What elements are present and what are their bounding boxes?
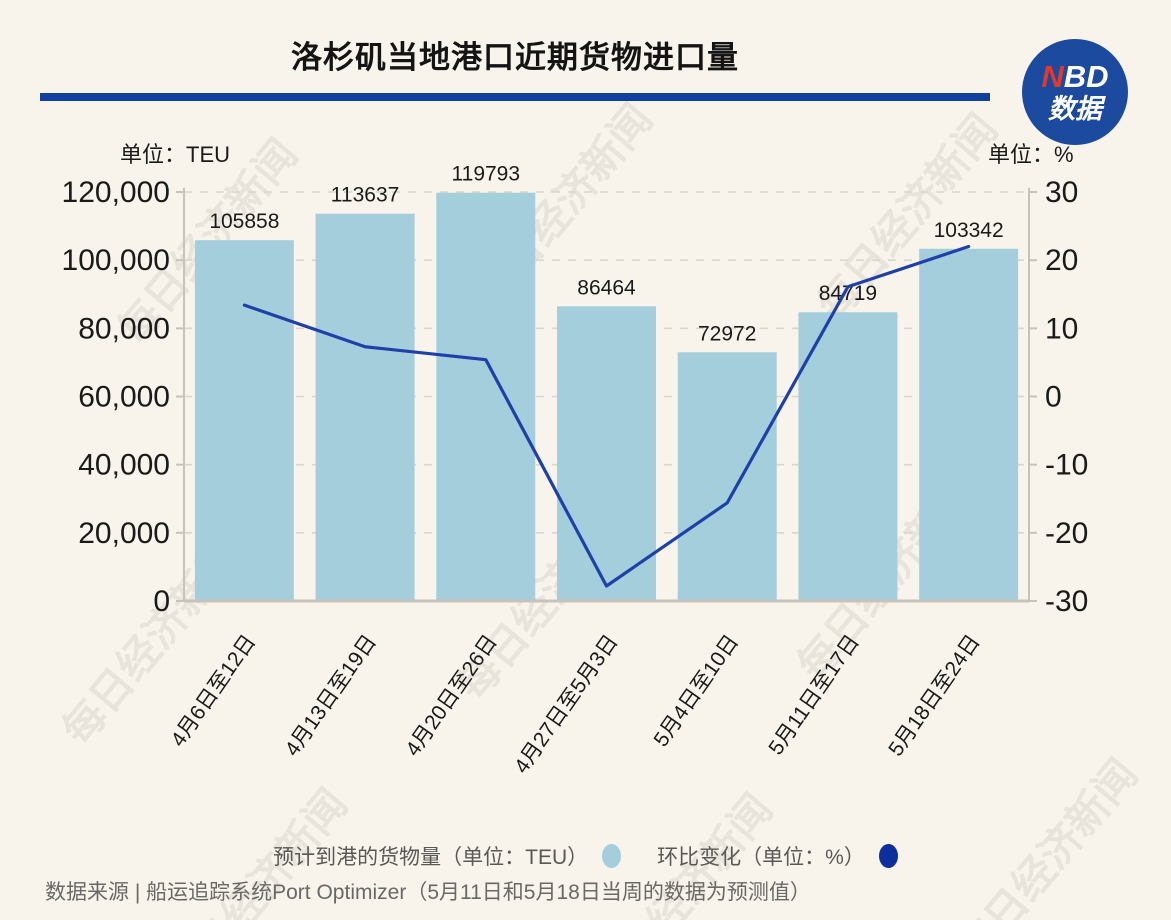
right-axis-tick-label: 10: [1045, 312, 1078, 345]
x-axis-label: 5月11日至17日: [764, 631, 864, 760]
x-axis-label: 4月13日至19日: [281, 631, 382, 761]
nbd-logo-bd: BD: [1063, 58, 1109, 94]
x-axis-label: 4月20日至26日: [401, 631, 502, 761]
legend-label-line: 环比变化（单位：%）: [657, 846, 865, 869]
legend-marker-line: [878, 844, 898, 868]
bar-value-label: 103342: [934, 219, 1004, 242]
right-axis-tick-label: -10: [1045, 449, 1088, 482]
bar-value-label: 86464: [577, 276, 636, 299]
legend-item-line: 环比变化（单位：%）: [657, 841, 898, 871]
bar-value-label: 119793: [452, 163, 521, 186]
left-axis-tick-label: 100,000: [62, 244, 170, 277]
legend-marker-bars: [602, 844, 622, 868]
bar-value-label: 105858: [209, 210, 279, 233]
x-axis-label: 5月4日至10日: [649, 631, 743, 751]
left-axis-unit-label: 单位：TEU: [120, 142, 231, 167]
right-axis-tick-label: 20: [1045, 244, 1078, 277]
nbd-logo-n: N: [1041, 58, 1064, 94]
nbd-logo: NBD 数据: [1022, 39, 1128, 145]
right-axis-unit-label: 单位：%: [988, 142, 1074, 167]
page-title: 洛杉矶当地港口近期货物进口量: [291, 40, 739, 75]
left-axis-tick-label: 80,000: [78, 312, 170, 345]
bar: [919, 248, 1019, 602]
bar-value-label: 113637: [331, 184, 400, 207]
left-axis-tick-label: 120,000: [62, 176, 170, 209]
bar: [436, 192, 536, 602]
x-axis-label: 4月27日至5月3日: [510, 631, 623, 778]
bar-value-label: 84719: [819, 282, 877, 305]
legend: 预计到港的货物量（单位：TEU） 环比变化（单位：%）: [0, 841, 1171, 871]
right-axis-tick-label: -30: [1045, 585, 1088, 618]
left-axis-tick-label: 0: [153, 585, 170, 618]
nbd-logo-subtext: 数据: [1048, 94, 1102, 125]
bar: [798, 312, 898, 601]
right-axis-tick-label: 30: [1045, 176, 1078, 209]
line-series: [242, 244, 971, 588]
left-axis-tick-label: 60,000: [78, 381, 170, 414]
title-rule: [40, 93, 990, 101]
x-axis-label: 4月6日至12日: [167, 631, 261, 751]
legend-item-bars: 预计到港的货物量（单位：TEU）: [273, 841, 622, 871]
data-source-note: 数据来源 | 船运追踪系统Port Optimizer（5月11日和5月18日当…: [45, 881, 811, 904]
bar: [677, 352, 777, 601]
bar: [315, 213, 415, 601]
right-axis-tick-label: -20: [1045, 517, 1088, 550]
x-axis-label: 5月18日至24日: [884, 631, 985, 761]
legend-label-bars: 预计到港的货物量（单位：TEU）: [273, 846, 589, 869]
left-axis-tick-label: 20,000: [78, 517, 170, 550]
bar: [194, 240, 294, 601]
bar: [557, 306, 656, 601]
nbd-logo-text: NBD: [1041, 58, 1109, 94]
left-axis-tick-label: 40,000: [78, 449, 170, 482]
right-axis-tick-label: 0: [1045, 381, 1062, 414]
bar-value-label: 72972: [698, 322, 756, 345]
